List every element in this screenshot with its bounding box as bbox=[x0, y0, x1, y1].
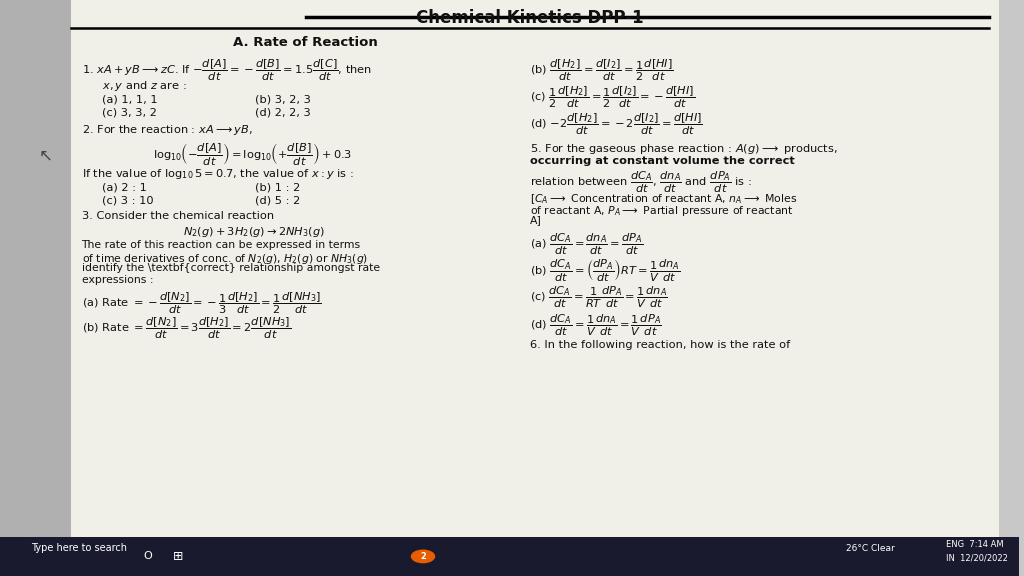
Text: [$C_A \longrightarrow$ Concentration of reactant A, $n_A \longrightarrow$ Moles: [$C_A \longrightarrow$ Concentration of … bbox=[530, 192, 798, 206]
Text: 26°C Clear: 26°C Clear bbox=[846, 544, 895, 553]
Text: (b) 3, 2, 3: (b) 3, 2, 3 bbox=[255, 94, 310, 104]
Text: ENG  7:14 AM: ENG 7:14 AM bbox=[946, 540, 1004, 550]
Text: ⊞: ⊞ bbox=[173, 550, 183, 563]
Text: Type here to search: Type here to search bbox=[31, 543, 127, 554]
Text: (a) 1, 1, 1: (a) 1, 1, 1 bbox=[102, 94, 158, 104]
Text: identify the \textbf{correct} relationship amongst rate: identify the \textbf{correct} relationsh… bbox=[82, 263, 380, 273]
Text: 1. $xA + yB \longrightarrow zC$. If $-\dfrac{d[A]}{dt} = -\dfrac{d[B]}{dt} = 1.5: 1. $xA + yB \longrightarrow zC$. If $-\d… bbox=[82, 58, 372, 83]
Text: (c) 3, 3, 2: (c) 3, 3, 2 bbox=[102, 108, 157, 118]
Text: 5. For the gaseous phase reaction : $A(g)\longrightarrow$ products,: 5. For the gaseous phase reaction : $A(g… bbox=[530, 142, 838, 156]
Text: occurring at constant volume the correct: occurring at constant volume the correct bbox=[530, 156, 795, 165]
Text: (b) 1 : 2: (b) 1 : 2 bbox=[255, 182, 300, 192]
Text: relation between $\dfrac{dC_A}{dt}$, $\dfrac{dn_A}{dt}$ and $\dfrac{dP_A}{dt}$ i: relation between $\dfrac{dC_A}{dt}$, $\d… bbox=[530, 169, 752, 195]
Text: 3. Consider the chemical reaction: 3. Consider the chemical reaction bbox=[82, 211, 273, 221]
FancyBboxPatch shape bbox=[72, 0, 998, 537]
Text: (d) 2, 2, 3: (d) 2, 2, 3 bbox=[255, 108, 310, 118]
Text: 6. In the following reaction, how is the rate of: 6. In the following reaction, how is the… bbox=[530, 340, 791, 350]
Text: (c) $\dfrac{dC_A}{dt} = \dfrac{1}{RT}\dfrac{dP_A}{dt} = \dfrac{1}{V}\dfrac{dn_A}: (c) $\dfrac{dC_A}{dt} = \dfrac{1}{RT}\df… bbox=[530, 285, 668, 310]
Text: expressions :: expressions : bbox=[82, 275, 153, 285]
Text: The rate of this reaction can be expressed in terms: The rate of this reaction can be express… bbox=[82, 240, 360, 250]
Text: Chemical Kinetics DPP-1: Chemical Kinetics DPP-1 bbox=[416, 9, 644, 26]
Text: (a) 2 : 1: (a) 2 : 1 bbox=[102, 182, 146, 192]
Text: 2. For the reaction : $xA \longrightarrow yB$,: 2. For the reaction : $xA \longrightarro… bbox=[82, 123, 252, 137]
Text: of reactant A, $P_A \longrightarrow$ Partial pressure of reactant: of reactant A, $P_A \longrightarrow$ Par… bbox=[530, 204, 794, 218]
Circle shape bbox=[411, 550, 435, 563]
Text: 2: 2 bbox=[420, 552, 426, 561]
Text: $\log_{10}\!\left(-\dfrac{d[A]}{dt}\right) = \log_{10}\!\left(+\dfrac{d[B]}{dt}\: $\log_{10}\!\left(-\dfrac{d[A]}{dt}\righ… bbox=[153, 141, 352, 167]
Text: $x, y$ and $z$ are :: $x, y$ and $z$ are : bbox=[102, 79, 186, 93]
Text: $N_2(g) + 3H_2(g) \rightarrow 2NH_3(g)$: $N_2(g) + 3H_2(g) \rightarrow 2NH_3(g)$ bbox=[183, 225, 326, 239]
Text: ↖: ↖ bbox=[39, 146, 53, 165]
Text: (c) $\dfrac{1}{2}\dfrac{d[H_2]}{dt} = \dfrac{1}{2}\dfrac{d[I_2]}{dt} = -\dfrac{d: (c) $\dfrac{1}{2}\dfrac{d[H_2]}{dt} = \d… bbox=[530, 85, 695, 110]
Text: O: O bbox=[143, 551, 153, 562]
Text: If the value of $\log_{10}5 = 0.7$, the value of $x : y$ is :: If the value of $\log_{10}5 = 0.7$, the … bbox=[82, 167, 353, 181]
Text: (b) $\dfrac{d[H_2]}{dt} = \dfrac{d[I_2]}{dt} = \dfrac{1}{2}\dfrac{d[HI]}{dt}$: (b) $\dfrac{d[H_2]}{dt} = \dfrac{d[I_2]}… bbox=[530, 58, 674, 83]
Text: (a) $\dfrac{dC_A}{dt} = \dfrac{dn_A}{dt} = \dfrac{dP_A}{dt}$: (a) $\dfrac{dC_A}{dt} = \dfrac{dn_A}{dt}… bbox=[530, 232, 643, 257]
Text: of time derivatives of conc. of $N_2(g)$, $H_2(g)$ or $NH_3(g)$: of time derivatives of conc. of $N_2(g)$… bbox=[82, 252, 368, 266]
Text: (d) 5 : 2: (d) 5 : 2 bbox=[255, 195, 300, 205]
Text: (a) Rate $= -\dfrac{d[N_2]}{dt} = -\dfrac{1}{3}\dfrac{d[H_2]}{dt} = \dfrac{1}{2}: (a) Rate $= -\dfrac{d[N_2]}{dt} = -\dfra… bbox=[82, 290, 322, 316]
Text: (b) $\dfrac{dC_A}{dt} = \left(\dfrac{dP_A}{dt}\right)RT = \dfrac{1}{V}\dfrac{dn_: (b) $\dfrac{dC_A}{dt} = \left(\dfrac{dP_… bbox=[530, 257, 681, 283]
Text: (d) $-2\dfrac{d[H_2]}{dt} = -2\dfrac{d[I_2]}{dt} = \dfrac{d[HI]}{dt}$: (d) $-2\dfrac{d[H_2]}{dt} = -2\dfrac{d[I… bbox=[530, 112, 702, 137]
Text: A. Rate of Reaction: A. Rate of Reaction bbox=[233, 36, 378, 49]
Text: A]: A] bbox=[530, 215, 542, 225]
Text: (c) 3 : 10: (c) 3 : 10 bbox=[102, 195, 154, 205]
Text: (d) $\dfrac{dC_A}{dt} = \dfrac{1}{V}\dfrac{dn_A}{dt} = \dfrac{1}{V}\dfrac{dP_A}{: (d) $\dfrac{dC_A}{dt} = \dfrac{1}{V}\dfr… bbox=[530, 312, 662, 338]
FancyBboxPatch shape bbox=[0, 537, 1019, 576]
FancyBboxPatch shape bbox=[0, 0, 72, 537]
Text: IN  12/20/2022: IN 12/20/2022 bbox=[946, 553, 1008, 562]
Text: (b) Rate $= \dfrac{d[N_2]}{dt} = 3\dfrac{d[H_2]}{dt} = 2\dfrac{d[NH_3]}{dt}$: (b) Rate $= \dfrac{d[N_2]}{dt} = 3\dfrac… bbox=[82, 316, 291, 341]
